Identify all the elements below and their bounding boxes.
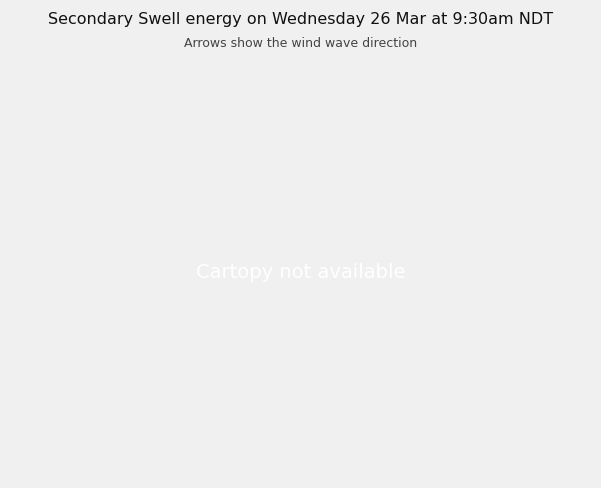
Text: Secondary Swell energy on Wednesday 26 Mar at 9:30am NDT: Secondary Swell energy on Wednesday 26 M…: [48, 12, 553, 27]
Text: Cartopy not available: Cartopy not available: [196, 263, 405, 282]
Text: Arrows show the wind wave direction: Arrows show the wind wave direction: [184, 37, 417, 50]
